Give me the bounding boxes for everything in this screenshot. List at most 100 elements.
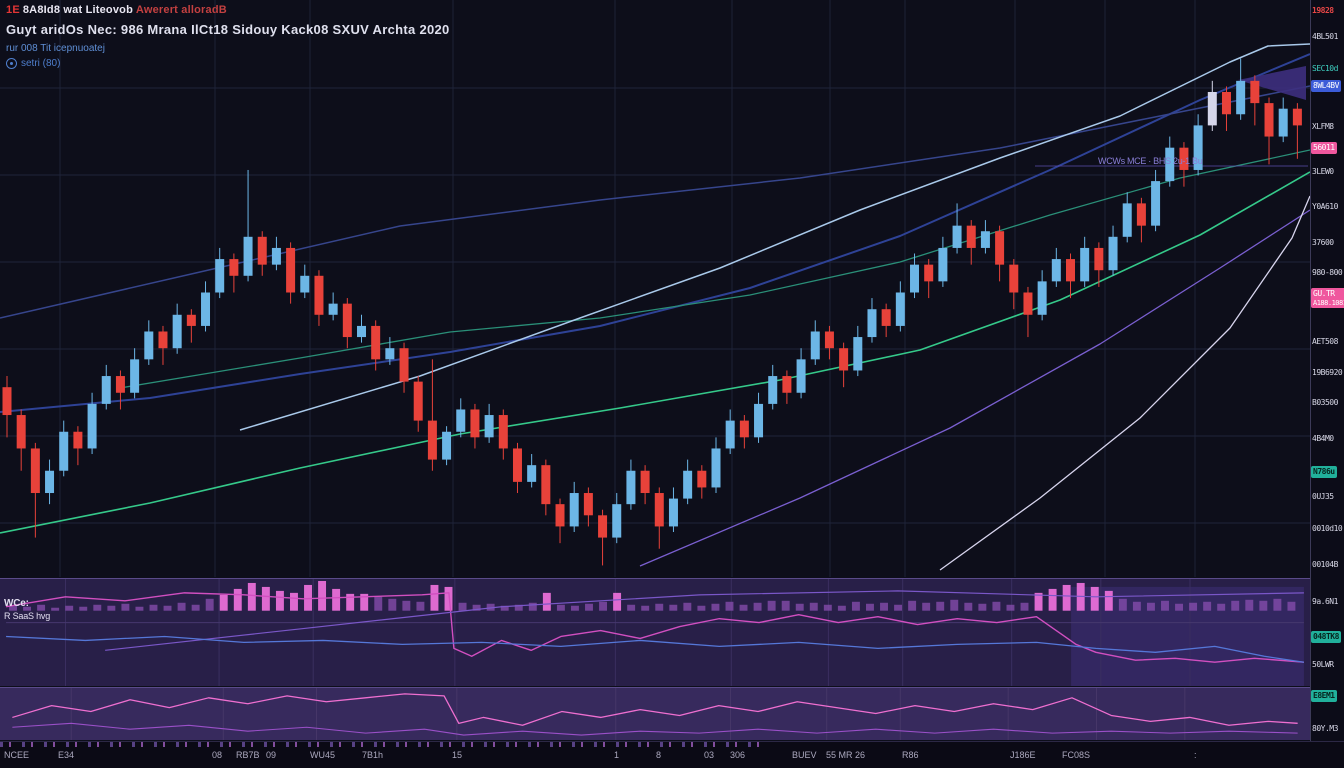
volume-bar [627, 604, 636, 611]
chart-annotation: WCWs MCE · BHS 2u-1 Bu [1098, 156, 1203, 166]
price-label: 0UJ35 [1312, 492, 1334, 501]
candle-down [286, 247, 296, 293]
candle-up [357, 325, 366, 338]
candle-up [1122, 203, 1132, 237]
osc-violet-osc [12, 722, 1298, 736]
volume-bar [781, 600, 790, 611]
time-label: WU45 [310, 750, 336, 760]
volume-bar [1245, 599, 1254, 611]
candle-down [697, 470, 707, 488]
candlestick-chart[interactable] [0, 0, 1310, 577]
candle-up [867, 309, 877, 338]
candle-down [186, 314, 196, 326]
candle-up [1108, 236, 1118, 271]
candle-down [413, 381, 423, 421]
indicator-panel-volume-osc[interactable] [0, 578, 1310, 686]
volume-bar [290, 592, 298, 611]
candle-down [16, 415, 26, 449]
volume-bar [992, 601, 1001, 611]
candle-up [1151, 181, 1161, 226]
volume-bar [936, 601, 945, 611]
volume-bar [374, 596, 383, 611]
candle-up [668, 498, 678, 527]
volume-bar [388, 598, 397, 611]
time-label: BUEV [792, 750, 817, 760]
candle-up [328, 303, 338, 315]
price-label: 980-800 [1312, 268, 1343, 277]
candle-up [853, 337, 863, 371]
time-label: FC08S [1062, 750, 1091, 760]
volume-bar [444, 586, 453, 611]
axis-mini-histogram [0, 742, 760, 747]
volume-bar [430, 584, 439, 611]
volume-bar [767, 600, 776, 611]
overlay-purple-trend [639, 209, 1310, 567]
volume-bar [1132, 601, 1141, 611]
candle-down [541, 465, 551, 505]
price-label: SEC10d [1312, 64, 1338, 73]
volume-bar [697, 605, 706, 611]
price-label: 4BL501 [1312, 32, 1338, 41]
candle-up [172, 314, 182, 349]
candle-down [1094, 247, 1104, 271]
symbol-title: 1E 8A8Id8 wat Liteovob Awerert alloradB [6, 4, 450, 16]
indicator-legend-1[interactable]: rur 008 Tit icepnuoatej [6, 43, 105, 54]
candle-down [1136, 203, 1146, 226]
volume-bar [205, 598, 214, 611]
time-label: NCEE [4, 750, 30, 760]
candle-up [768, 376, 778, 404]
candle-down [314, 275, 324, 315]
volume-bar [922, 602, 931, 611]
volume-bar [585, 603, 593, 611]
indicator-panel-oscillator[interactable] [0, 687, 1310, 740]
volume-bar [1006, 604, 1015, 611]
candle-down [1066, 259, 1075, 282]
time-label: 15 [452, 750, 463, 760]
volume-bar [711, 603, 720, 611]
volume-bar [486, 603, 495, 611]
candle-down [257, 236, 267, 265]
time-label: RB7B [236, 750, 260, 760]
volume-bar [135, 606, 144, 611]
candle-down [2, 387, 12, 416]
overlay-lavender-trend [939, 195, 1310, 571]
candle-up [271, 247, 281, 265]
candle-up [626, 470, 636, 505]
candle-down [654, 493, 664, 527]
volume-bar [950, 599, 959, 611]
symbol-status: Awerert alloradB [135, 4, 227, 16]
candle-up [1207, 91, 1217, 126]
candle-down [924, 264, 934, 282]
volume-bar [655, 603, 664, 611]
pennant-shape [1238, 66, 1306, 100]
price-label: B03500 [1312, 398, 1338, 407]
time-label: E34 [58, 750, 75, 760]
time-label: 08 [212, 750, 223, 760]
price-label: 50LWR [1312, 660, 1334, 669]
price-badge: 8WL4BV [1311, 80, 1341, 92]
time-label: : [1194, 750, 1197, 760]
price-badge: 56011 [1311, 142, 1337, 154]
volume-bar [219, 594, 228, 611]
volume-bar [360, 593, 369, 611]
indicator-legend-2[interactable]: setri (80) [6, 58, 450, 69]
eye-icon[interactable] [6, 58, 17, 69]
volume-bar [416, 601, 425, 611]
candle-down [555, 504, 565, 527]
time-axis[interactable]: NCEE E34 08 RB7B 09 WU45 7B1h 15 1 8 03 306 BUEV 55 M… [0, 741, 1344, 768]
volume-bar [177, 602, 186, 611]
volume-bar [795, 603, 804, 611]
candle-up [45, 470, 55, 494]
indicator-legend-2-label: setri (80) [21, 58, 61, 69]
volume-bar [809, 602, 818, 611]
candle-up [215, 259, 225, 293]
price-label: AET508 [1312, 337, 1338, 346]
volume-bar [641, 605, 650, 611]
time-label: 03 [704, 750, 715, 760]
candle-down [229, 259, 239, 276]
candle-down [470, 409, 480, 438]
candle-down [512, 448, 522, 482]
price-axis[interactable]: 19828 4BL501 SEC10d 8WL4BV XLFM8 56011 3LEW0 Y0… [1310, 0, 1344, 741]
candle-up [796, 359, 806, 393]
